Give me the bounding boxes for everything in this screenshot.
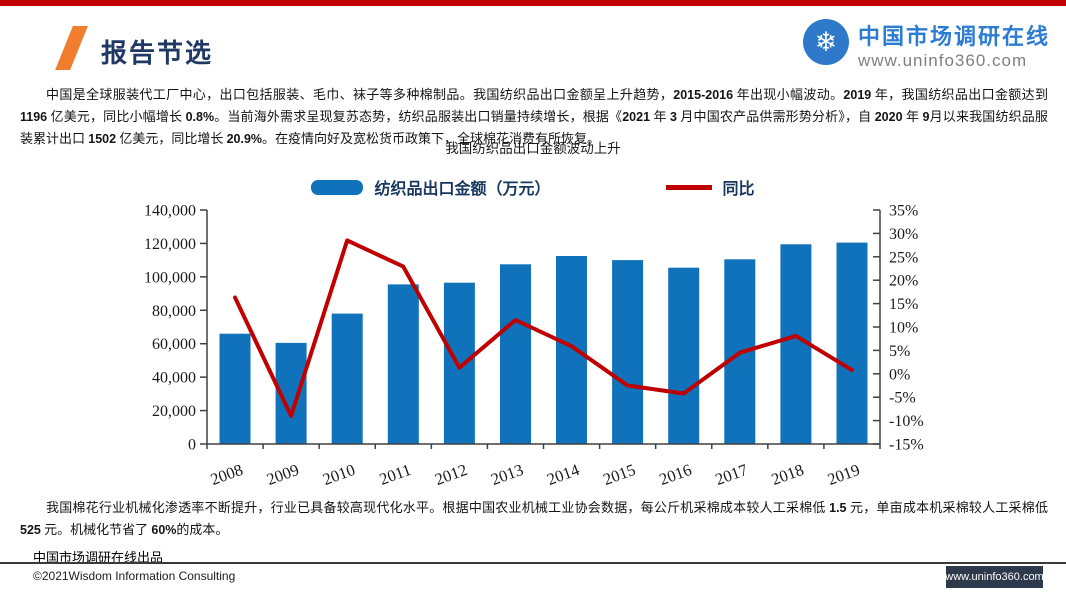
x-axis-label: 2008 xyxy=(208,460,246,489)
legend-line-label: 同比 xyxy=(722,181,755,198)
x-axis-label: 2018 xyxy=(769,460,807,489)
right-axis-label: 25% xyxy=(889,249,918,266)
intro-paragraph: 中国是全球服装代工厂中心，出口包括服装、毛巾、袜子等多种棉制品。我国纺织品出口金… xyxy=(20,87,1048,146)
footer-divider xyxy=(0,562,1066,564)
bar-2012 xyxy=(443,282,475,444)
right-axis-label: 0% xyxy=(889,366,910,383)
x-axis-label: 2013 xyxy=(488,460,526,489)
legend-item-export-amount: 纺织品出口金额（万元） xyxy=(311,175,551,199)
bar-2019 xyxy=(836,242,868,444)
x-axis-label: 2009 xyxy=(264,460,302,489)
produced-by-label: 中国市场调研在线出品 xyxy=(33,550,164,565)
x-axis-label: 2016 xyxy=(657,460,695,489)
brand-name: 中国市场调研在线 xyxy=(857,24,1050,49)
bar-2011 xyxy=(387,284,419,444)
top-accent-bar xyxy=(0,0,1066,6)
brand-logo[interactable]: ❄ 中国市场调研在线 www.uninfo360.com xyxy=(802,19,1050,71)
bar-2015 xyxy=(612,260,644,444)
copyright-label: ©2021Wisdom Information Consulting xyxy=(33,569,236,583)
right-axis-label: 35% xyxy=(889,203,918,220)
x-axis-label: 2011 xyxy=(377,460,414,489)
left-axis-label: 0 xyxy=(188,437,196,454)
chart-legend: 纺织品出口金额（万元） 同比 xyxy=(0,175,1066,199)
right-axis-label: -15% xyxy=(889,437,924,454)
x-axis-label: 2010 xyxy=(320,460,358,489)
x-axis-label: 2014 xyxy=(544,460,582,489)
left-axis-label: 120,000 xyxy=(144,236,196,253)
site-badge[interactable]: www.uninfo360.com xyxy=(945,566,1044,588)
x-axis-label: 2015 xyxy=(600,460,638,489)
left-axis-label: 40,000 xyxy=(152,370,196,387)
right-axis-label: 10% xyxy=(889,320,918,337)
left-axis-label: 140,000 xyxy=(144,203,196,220)
export-chart-plot: 140,000 120,000 100,000 80,000 60,000 40,000 2… xyxy=(144,203,924,490)
right-axis-label: 30% xyxy=(889,226,918,243)
left-axis-label: 80,000 xyxy=(152,303,196,320)
snowflake-icon: ❄ xyxy=(802,19,849,65)
left-axis-label: 100,000 xyxy=(144,269,196,286)
bar-2008 xyxy=(219,333,251,444)
brand-url[interactable]: www.uninfo360.com xyxy=(857,51,1028,70)
legend-line-swatch xyxy=(665,184,712,190)
bar-2010 xyxy=(331,313,363,444)
legend-item-yoy: 同比 xyxy=(665,175,755,199)
chart-title: 我国纺织品出口金额波动上升 xyxy=(445,141,621,156)
x-axis-label: 2019 xyxy=(825,460,863,489)
page-title: 报告节选 xyxy=(101,38,214,68)
x-axis-label: 2017 xyxy=(713,460,751,489)
left-axis-label: 60,000 xyxy=(152,336,196,353)
yoy-trend-line xyxy=(233,238,854,418)
legend-bar-label: 纺织品出口金额（万元） xyxy=(374,181,551,198)
bar-2016 xyxy=(668,267,700,444)
left-axis-label: 20,000 xyxy=(152,403,196,420)
slash-icon xyxy=(55,26,88,70)
right-axis-label: -5% xyxy=(889,390,916,407)
bar-2013 xyxy=(500,264,531,444)
x-axis-label: 2012 xyxy=(432,460,470,489)
brand-text-block: 中国市场调研在线 www.uninfo360.com xyxy=(858,19,1050,71)
right-axis-label: 15% xyxy=(889,296,918,313)
bar-2014 xyxy=(556,256,587,444)
right-axis-label: 5% xyxy=(889,343,910,360)
legend-bar-swatch xyxy=(311,179,364,195)
body-paragraph: 我国棉花行业机械化渗透率不断提升，行业已具备较高现代化水平。根据中国农业机械工业… xyxy=(20,500,1048,537)
right-axis-label: -10% xyxy=(889,413,924,430)
right-axis-label: 20% xyxy=(889,273,918,290)
